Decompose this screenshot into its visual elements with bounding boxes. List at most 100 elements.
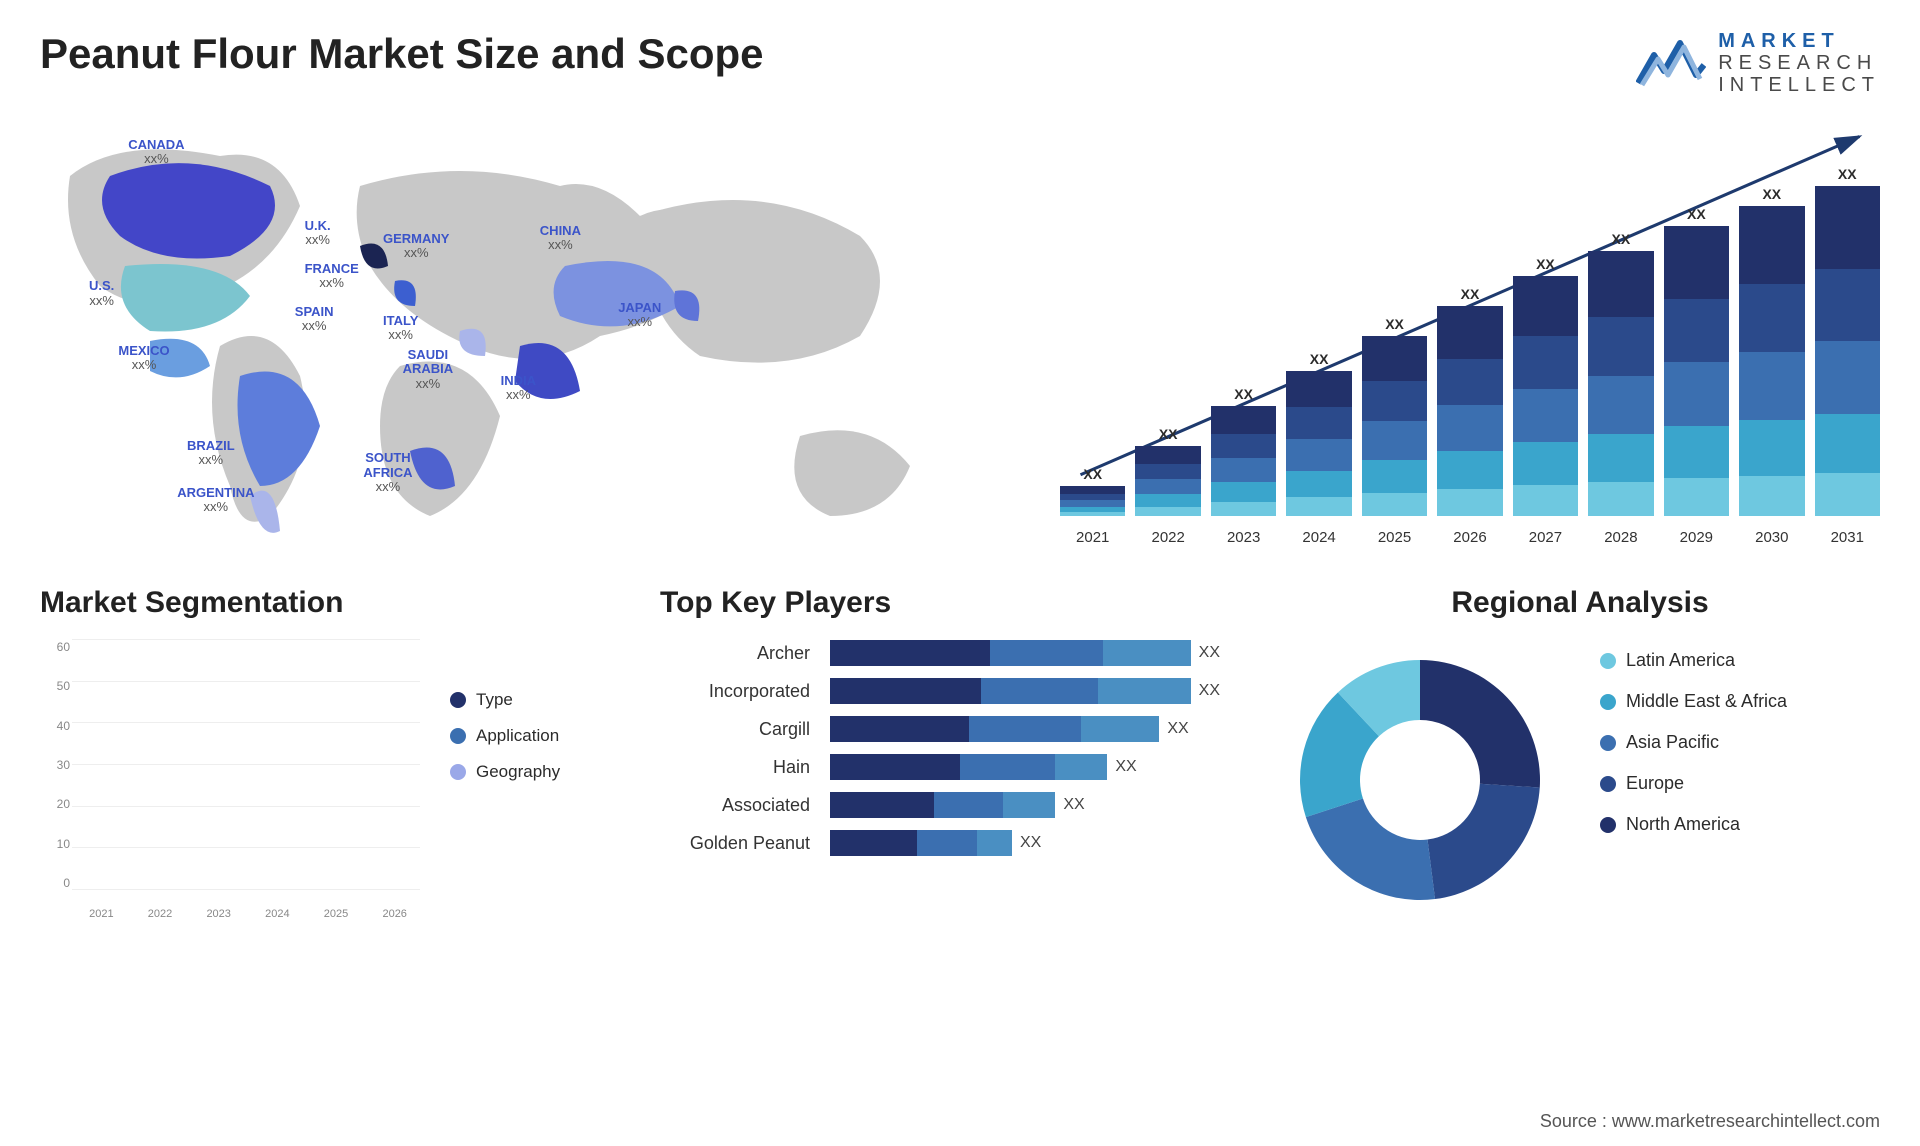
growth-bar-value: XX	[1083, 466, 1102, 482]
seg-legend-item: Type	[450, 690, 600, 710]
regional-legend-item: Asia Pacific	[1600, 732, 1880, 753]
map-label: BRAZILxx%	[187, 439, 235, 468]
player-name: Incorporated	[660, 681, 810, 702]
player-row: Incorporated XX	[660, 678, 1220, 704]
growth-x-label: 2028	[1588, 529, 1653, 546]
regional-legend-item: Europe	[1600, 773, 1880, 794]
growth-bar-value: XX	[1612, 231, 1631, 247]
growth-x-label: 2026	[1437, 529, 1502, 546]
segmentation-chart: 0102030405060 202120222023202420252026	[40, 640, 420, 920]
player-name: Golden Peanut	[660, 833, 810, 854]
growth-bar: XX	[1739, 186, 1804, 516]
map-label: FRANCExx%	[305, 262, 359, 291]
map-label: U.K.xx%	[305, 219, 331, 248]
top-row: CANADAxx% U.S.xx% MEXICOxx% BRAZILxx% ARGENT…	[40, 116, 1880, 546]
seg-y-tick: 60	[40, 640, 70, 654]
seg-x-label: 2025	[311, 908, 362, 920]
seg-y-tick: 40	[40, 719, 70, 733]
growth-x-label: 2030	[1739, 529, 1804, 546]
growth-x-label: 2023	[1211, 529, 1276, 546]
seg-y-tick: 50	[40, 679, 70, 693]
donut-slice	[1420, 660, 1540, 788]
player-bar: XX	[830, 678, 1220, 704]
growth-bar-value: XX	[1461, 286, 1480, 302]
growth-bar: XX	[1513, 256, 1578, 516]
growth-bar-value: XX	[1234, 386, 1253, 402]
players-panel: Top Key Players ArcherXXIncorporatedXXCa…	[660, 586, 1220, 920]
growth-bar: XX	[1815, 166, 1880, 516]
source-line: Source : www.marketresearchintellect.com	[1540, 1111, 1880, 1132]
growth-x-label: 2031	[1815, 529, 1880, 546]
player-name: Associated	[660, 795, 810, 816]
map-label: ARGENTINAxx%	[177, 486, 254, 515]
player-value: XX	[1063, 796, 1084, 814]
seg-x-label: 2022	[135, 908, 186, 920]
header: Peanut Flour Market Size and Scope MARKE…	[40, 30, 1880, 96]
map-label: GERMANYxx%	[383, 232, 449, 261]
growth-bar-value: XX	[1838, 166, 1857, 182]
growth-bar: XX	[1588, 231, 1653, 516]
brand-text: MARKET RESEARCH INTELLECT	[1718, 30, 1880, 96]
growth-bar-value: XX	[1536, 256, 1555, 272]
map-label: ITALYxx%	[383, 314, 418, 343]
segmentation-panel: Market Segmentation 0102030405060 202120…	[40, 586, 600, 920]
player-name: Hain	[660, 757, 810, 778]
player-value: XX	[1199, 644, 1220, 662]
donut-slice	[1306, 799, 1435, 900]
growth-bar-value: XX	[1385, 316, 1404, 332]
map-label: CANADAxx%	[128, 138, 184, 167]
player-bar: XX	[830, 792, 1220, 818]
donut-slice	[1428, 784, 1540, 899]
world-map: CANADAxx% U.S.xx% MEXICOxx% BRAZILxx% ARGENT…	[40, 116, 1020, 546]
page-title: Peanut Flour Market Size and Scope	[40, 30, 764, 78]
seg-y-tick: 30	[40, 758, 70, 772]
growth-bar: XX	[1211, 386, 1276, 516]
players-list: ArcherXXIncorporatedXXCargillXXHainXXAss…	[660, 640, 1220, 856]
player-value: XX	[1199, 682, 1220, 700]
player-row: Hain XX	[660, 754, 1220, 780]
player-bar: XX	[830, 830, 1220, 856]
growth-bar: XX	[1135, 426, 1200, 516]
growth-x-label: 2024	[1286, 529, 1351, 546]
map-label: SOUTHAFRICAxx%	[363, 451, 412, 494]
seg-legend-item: Application	[450, 726, 600, 746]
regional-legend-item: Middle East & Africa	[1600, 691, 1880, 712]
segmentation-legend: Type Application Geography	[450, 640, 600, 920]
growth-chart: XXXXXXXXXXXXXXXXXXXXXX 20212022202320242…	[1060, 116, 1880, 546]
seg-legend-item: Geography	[450, 762, 600, 782]
seg-y-tick: 20	[40, 797, 70, 811]
player-row: Golden Peanut XX	[660, 830, 1220, 856]
map-label: INDIAxx%	[501, 374, 536, 403]
growth-bar-value: XX	[1310, 351, 1329, 367]
seg-x-label: 2024	[252, 908, 303, 920]
seg-y-tick: 0	[40, 876, 70, 890]
segmentation-title: Market Segmentation	[40, 586, 600, 620]
growth-x-label: 2022	[1135, 529, 1200, 546]
brand-line2: RESEARCH	[1718, 52, 1880, 74]
growth-bar: XX	[1362, 316, 1427, 516]
player-value: XX	[1115, 758, 1136, 776]
growth-bar: XX	[1286, 351, 1351, 516]
map-label: SAUDIARABIAxx%	[403, 348, 454, 391]
growth-bar-value: XX	[1762, 186, 1781, 202]
regional-legend-item: North America	[1600, 814, 1880, 835]
map-label: MEXICOxx%	[118, 344, 169, 373]
player-bar: XX	[830, 716, 1220, 742]
regional-donut	[1280, 640, 1560, 920]
map-label: SPAINxx%	[295, 305, 334, 334]
players-title: Top Key Players	[660, 586, 1220, 620]
brand-line1: MARKET	[1718, 30, 1880, 52]
player-row: Associated XX	[660, 792, 1220, 818]
player-row: ArcherXX	[660, 640, 1220, 666]
map-label: U.S.xx%	[89, 279, 114, 308]
growth-bar: XX	[1437, 286, 1502, 516]
regional-legend: Latin AmericaMiddle East & AfricaAsia Pa…	[1600, 640, 1880, 835]
regional-panel: Regional Analysis Latin AmericaMiddle Ea…	[1280, 586, 1880, 920]
player-value: XX	[1167, 720, 1188, 738]
growth-bar: XX	[1664, 206, 1729, 516]
seg-x-label: 2021	[76, 908, 127, 920]
player-bar: XX	[830, 754, 1220, 780]
growth-x-label: 2029	[1664, 529, 1729, 546]
growth-bar-value: XX	[1687, 206, 1706, 222]
brand-mark-icon	[1636, 35, 1706, 91]
